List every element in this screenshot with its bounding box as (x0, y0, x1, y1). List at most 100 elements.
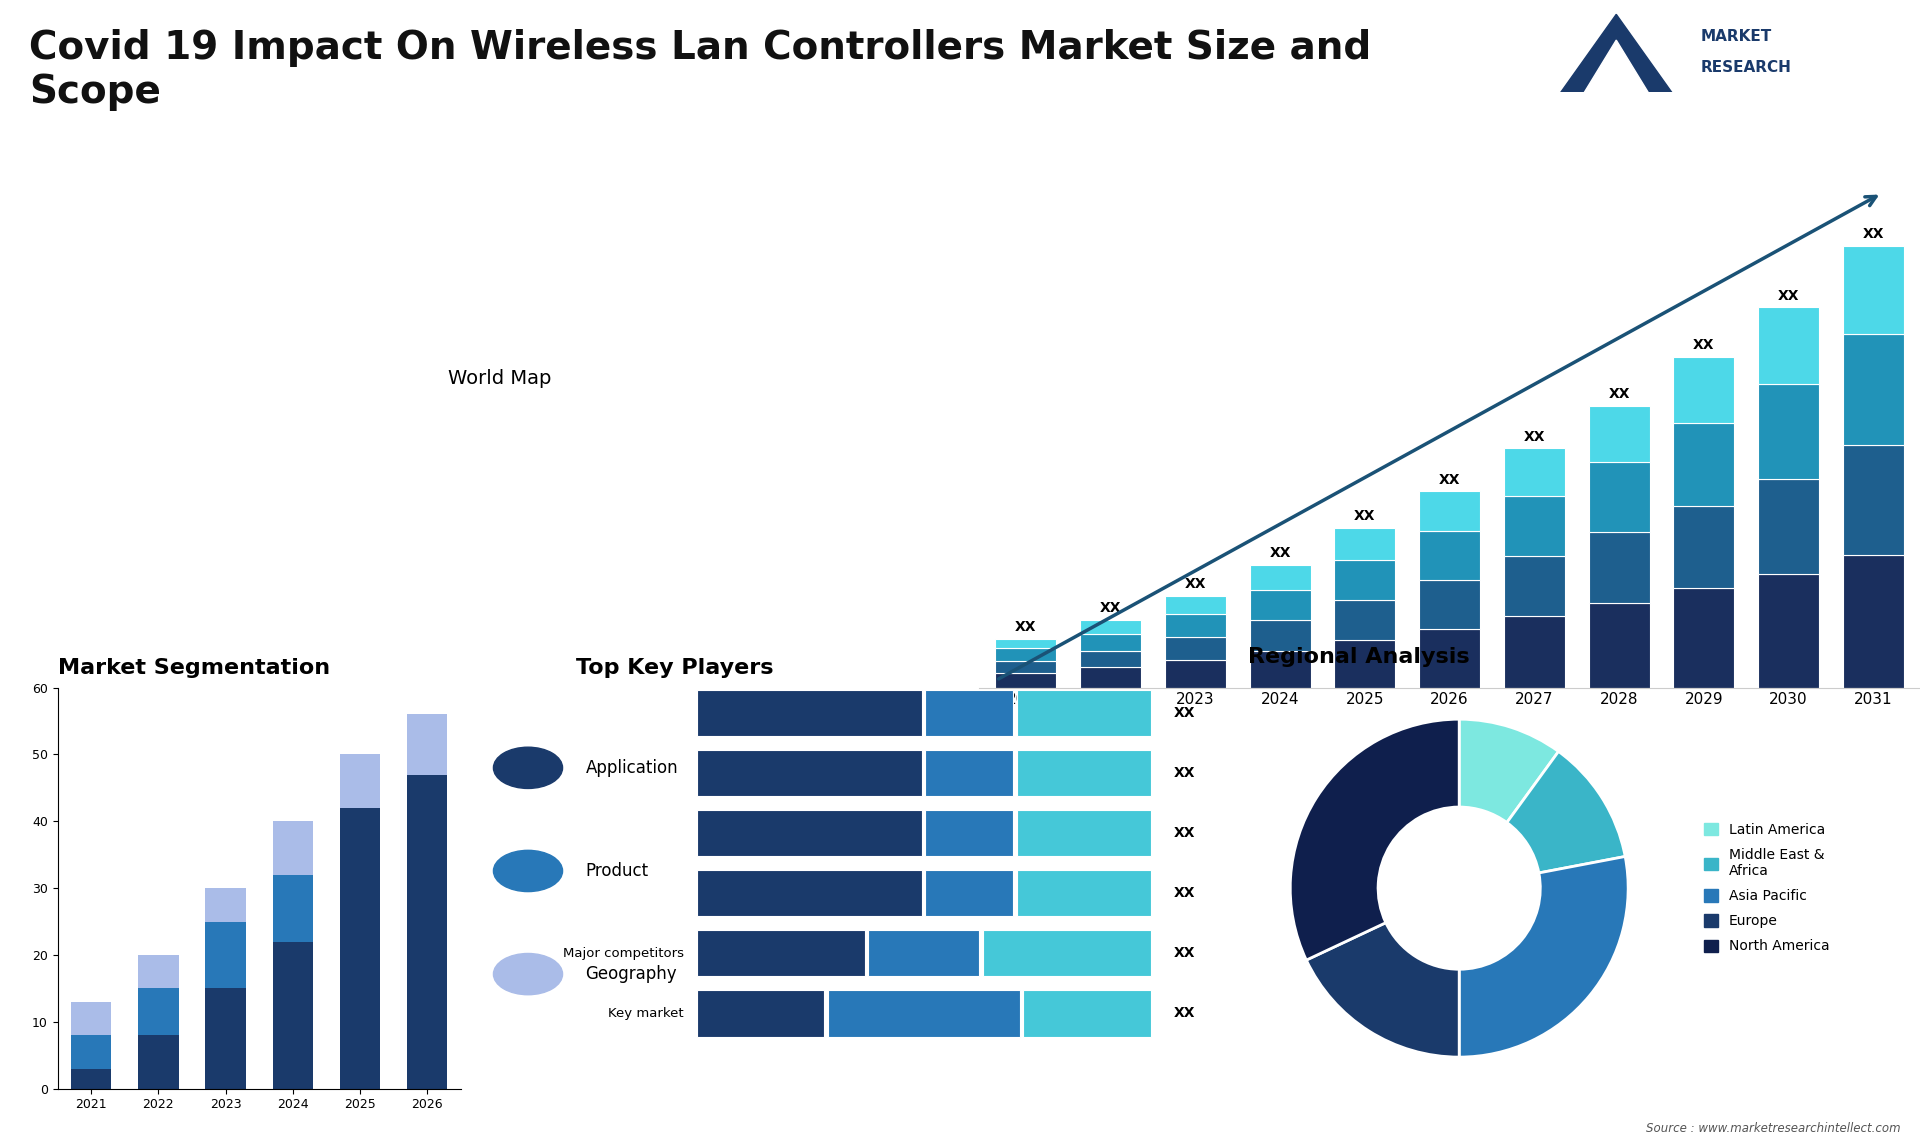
Bar (1759, 479, 1818, 573)
Text: XX: XX (1524, 430, 1546, 444)
Bar (697, 870, 922, 917)
Text: Product: Product (586, 862, 649, 880)
Bar (1674, 505, 1734, 588)
Bar (697, 749, 922, 796)
Text: XX: XX (1693, 338, 1715, 352)
Bar (697, 810, 922, 856)
Wedge shape (1306, 923, 1459, 1057)
Text: XX: XX (1862, 227, 1884, 242)
Bar (340, 754, 380, 808)
Bar (1588, 406, 1649, 462)
Bar (1843, 555, 1905, 688)
Wedge shape (1290, 720, 1459, 960)
Bar (1023, 990, 1150, 1037)
Bar (925, 690, 1014, 736)
Text: XX: XX (1173, 826, 1196, 840)
Legend: Latin America, Middle East &
Africa, Asia Pacific, Europe, North America: Latin America, Middle East & Africa, Asi… (1699, 817, 1836, 959)
Bar (1250, 651, 1311, 688)
Bar (1419, 629, 1480, 688)
Bar (205, 921, 246, 988)
Bar (1843, 335, 1905, 445)
Bar (205, 988, 246, 1089)
Bar (1334, 528, 1396, 560)
Bar (1419, 580, 1480, 629)
Text: XX: XX (1609, 386, 1630, 401)
Bar (1759, 573, 1818, 688)
Bar (995, 673, 1056, 688)
Text: Top Key Players: Top Key Players (576, 658, 774, 677)
Bar (1503, 556, 1565, 615)
Bar (995, 649, 1056, 660)
Text: Covid 19 Impact On Wireless Lan Controllers Market Size and
Scope: Covid 19 Impact On Wireless Lan Controll… (29, 29, 1371, 111)
Text: XX: XX (1173, 1006, 1196, 1020)
Bar (1081, 667, 1140, 688)
Text: XX: XX (1173, 886, 1196, 900)
Wedge shape (1507, 752, 1624, 873)
Text: XX: XX (1173, 766, 1196, 779)
Bar (1250, 620, 1311, 651)
Bar (1165, 614, 1225, 637)
Bar (995, 638, 1056, 649)
Bar (1018, 690, 1150, 736)
Text: XX: XX (1173, 947, 1196, 960)
Text: World Map: World Map (447, 369, 551, 387)
Bar (1843, 445, 1905, 555)
Polygon shape (1572, 40, 1661, 111)
Bar (1588, 462, 1649, 533)
Bar (71, 1035, 111, 1068)
Bar (1843, 246, 1905, 335)
Bar (1081, 620, 1140, 634)
Text: RESEARCH: RESEARCH (1701, 60, 1791, 76)
Bar (273, 822, 313, 874)
Bar (983, 931, 1150, 976)
Bar (1674, 423, 1734, 505)
Bar (925, 870, 1014, 917)
Text: Major competitors: Major competitors (563, 947, 684, 960)
Bar (1334, 639, 1396, 688)
Bar (1081, 634, 1140, 651)
Text: Geography: Geography (586, 965, 678, 983)
Wedge shape (1459, 720, 1559, 823)
Text: XX: XX (1016, 620, 1037, 634)
Bar (138, 1035, 179, 1089)
Text: XX: XX (1354, 509, 1375, 524)
Bar (1018, 749, 1150, 796)
Bar (1334, 599, 1396, 639)
Bar (1165, 637, 1225, 660)
Bar (1165, 660, 1225, 688)
Text: XX: XX (1100, 602, 1121, 615)
Bar (1503, 496, 1565, 556)
Bar (1018, 810, 1150, 856)
Bar (273, 942, 313, 1089)
Bar (71, 1068, 111, 1089)
Text: XX: XX (1185, 576, 1206, 590)
Text: Market Segmentation: Market Segmentation (58, 658, 330, 677)
Bar (1674, 356, 1734, 423)
Bar (1503, 448, 1565, 496)
Bar (1674, 588, 1734, 688)
Text: INTELLECT: INTELLECT (1701, 92, 1791, 107)
Bar (407, 714, 447, 775)
Text: MARKET: MARKET (1701, 29, 1772, 44)
Bar (697, 990, 824, 1037)
Text: Source : www.marketresearchintellect.com: Source : www.marketresearchintellect.com (1645, 1122, 1901, 1135)
Wedge shape (1459, 856, 1628, 1057)
Bar (1759, 307, 1818, 384)
Text: Application: Application (586, 759, 678, 777)
Text: XX: XX (1173, 706, 1196, 720)
Bar (995, 660, 1056, 673)
Bar (1503, 615, 1565, 688)
Bar (1018, 870, 1150, 917)
Bar (868, 931, 979, 976)
Text: XX: XX (1269, 547, 1290, 560)
Bar (71, 1002, 111, 1035)
Bar (1081, 651, 1140, 667)
Bar (1419, 531, 1480, 580)
Text: Key market: Key market (609, 1007, 684, 1020)
Bar (697, 931, 864, 976)
Bar (828, 990, 1020, 1037)
Bar (1334, 560, 1396, 599)
Bar (697, 690, 922, 736)
Polygon shape (1548, 15, 1686, 111)
Bar (925, 810, 1014, 856)
